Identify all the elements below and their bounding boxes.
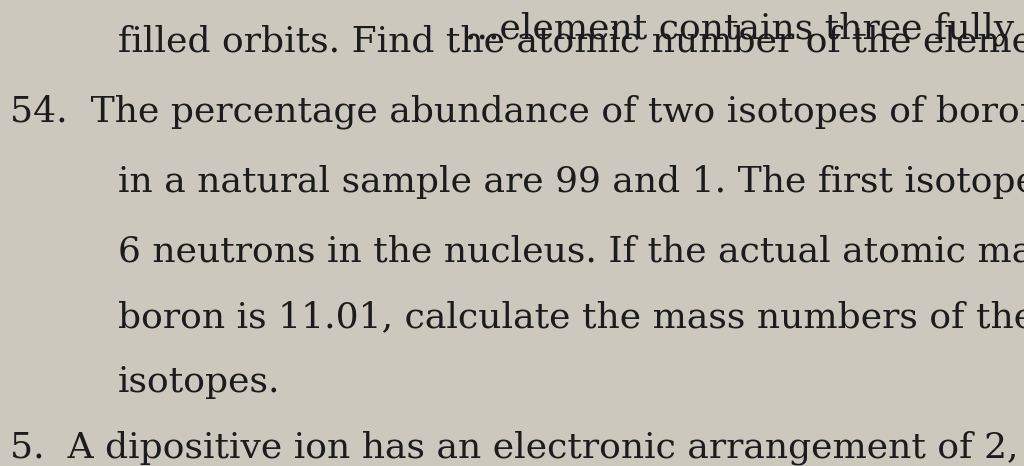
Text: 6 neutrons in the nucleus. If the actual atomic mass of: 6 neutrons in the nucleus. If the actual… bbox=[118, 235, 1024, 268]
Text: boron is 11.01, calculate the mass numbers of the two: boron is 11.01, calculate the mass numbe… bbox=[118, 300, 1024, 334]
Text: 5.  A dipositive ion has an electronic arrangement of 2, 8,: 5. A dipositive ion has an electronic ar… bbox=[10, 430, 1024, 465]
Text: in a natural sample are 99 and 1. The first isotope has: in a natural sample are 99 and 1. The fi… bbox=[118, 165, 1024, 199]
Text: ...element contains three fully: ...element contains three fully bbox=[465, 12, 1014, 46]
Text: 54.  The percentage abundance of two isotopes of boron: 54. The percentage abundance of two isot… bbox=[10, 95, 1024, 129]
Text: isotopes.: isotopes. bbox=[118, 365, 281, 399]
Text: filled orbits. Find the atomic number of the element.: filled orbits. Find the atomic number of… bbox=[118, 25, 1024, 59]
